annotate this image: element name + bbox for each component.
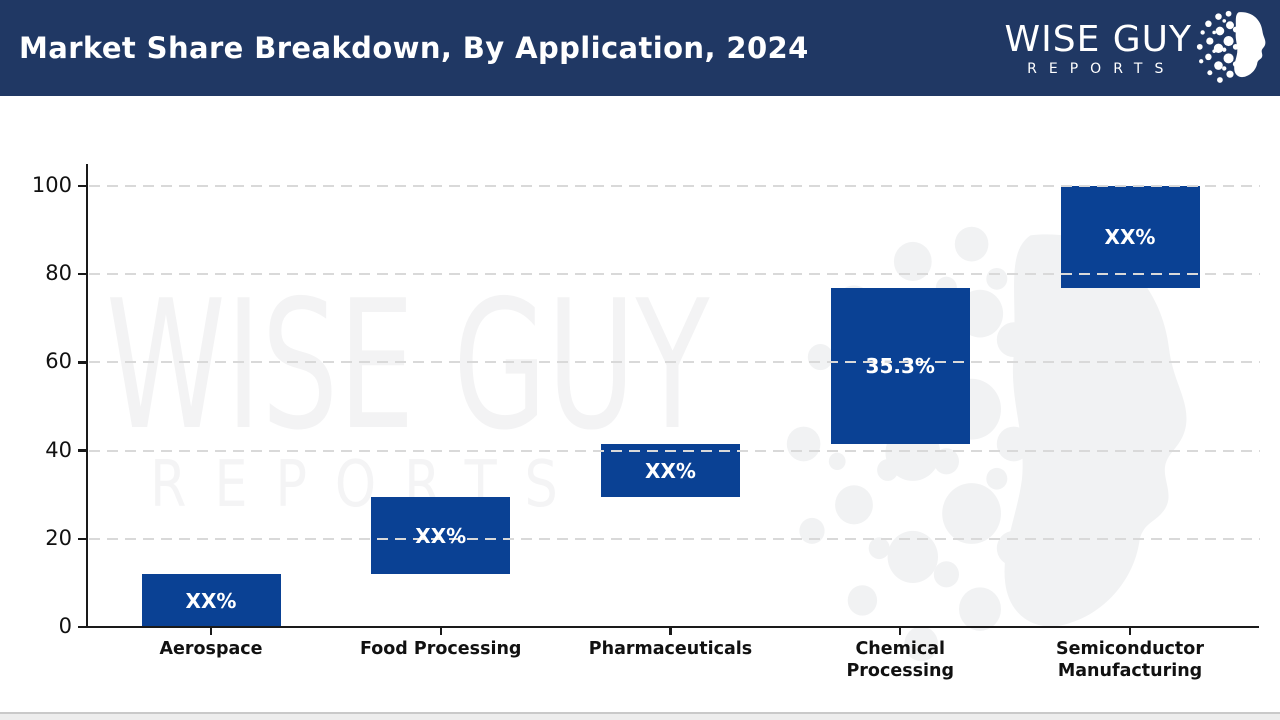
- x-tickmark: [669, 628, 672, 635]
- page-title: Market Share Breakdown, By Application, …: [19, 31, 809, 65]
- logo-wordmark: WISE GUY: [1004, 19, 1192, 61]
- watermark-text-reports: REPORTS: [150, 448, 586, 522]
- bar-value-label: XX%: [185, 588, 237, 613]
- y-tickmark: [78, 273, 87, 276]
- x-tickmark: [899, 628, 902, 635]
- y-tick-label: 0: [58, 614, 72, 638]
- x-tickmark: [1128, 628, 1132, 635]
- y-tickmark: [78, 449, 87, 452]
- y-tick-label: 60: [45, 349, 72, 374]
- y-tickmark: [78, 537, 87, 540]
- x-tickmark: [209, 628, 213, 635]
- logo-head-icon: [1196, 10, 1266, 83]
- y-tick-label: 40: [45, 437, 72, 462]
- bar-food-processing: [371, 497, 511, 575]
- x-tickmark: [439, 628, 442, 635]
- category-label-food-processing: Food Processing: [360, 639, 522, 659]
- wiseguy-logo: WISE GUY REPORTS: [1005, 6, 1267, 92]
- bar-value-label: XX%: [1104, 225, 1156, 250]
- y-tick-label: 80: [45, 261, 72, 286]
- category-label-chemical-processing: Chemical Processing: [846, 639, 955, 681]
- bar-pharmaceuticals: [601, 444, 740, 498]
- gridline-100: [89, 185, 1260, 188]
- gridline-40: [89, 449, 1260, 452]
- bar-value-label: XX%: [645, 458, 696, 483]
- category-label-pharmaceuticals: Pharmaceuticals: [588, 639, 753, 659]
- bar-chemical-processing: [830, 288, 970, 444]
- y-tickmark: [78, 361, 87, 364]
- gridline-60: [89, 361, 1260, 364]
- gridline-80: [89, 273, 1260, 276]
- y-tick-label: 100: [31, 173, 72, 198]
- bar-aerospace: [141, 574, 281, 627]
- category-label-aerospace: Aerospace: [159, 639, 263, 659]
- y-tickmark: [78, 184, 87, 188]
- watermark-text-wiseguy: WISE GUY: [106, 262, 710, 469]
- x-axis-line: [85, 625, 1259, 629]
- bar-value-label: XX%: [415, 523, 467, 548]
- logo-subtitle: REPORTS: [1027, 60, 1176, 77]
- y-axis-line: [85, 164, 89, 628]
- category-label-semiconductor-manufacturing: Semiconductor Manufacturing: [1056, 639, 1204, 681]
- bar-semiconductor-manufacturing: [1060, 186, 1200, 289]
- header-bar: Market Share Breakdown, By Application, …: [0, 0, 1280, 96]
- y-tick-label: 20: [45, 525, 72, 550]
- y-tickmark: [78, 625, 87, 629]
- footer-strip: [0, 712, 1280, 720]
- bar-value-label: 35.3%: [865, 354, 935, 379]
- logo-text: WISE GUY REPORTS: [1005, 21, 1193, 77]
- gridline-20: [89, 537, 1260, 540]
